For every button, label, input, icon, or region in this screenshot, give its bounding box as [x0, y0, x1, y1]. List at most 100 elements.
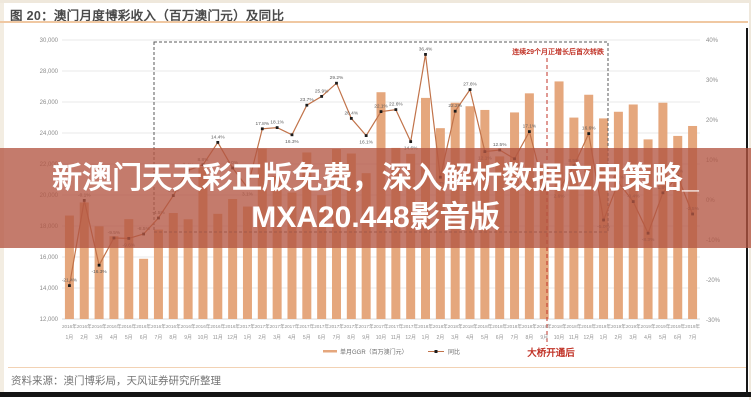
yoy-marker [364, 134, 368, 137]
yoy-point-label: 16.3% [285, 139, 299, 145]
x-tick-month: 5月 [659, 335, 667, 341]
x-tick-year: 2018年 [448, 323, 463, 330]
x-tick-year: 2018年 [537, 323, 552, 330]
bridge-note-label: 大桥开通后 [527, 347, 575, 359]
x-tick-year: 2017年 [329, 323, 344, 330]
ggr-bar [79, 202, 89, 319]
x-tick-year: 2016年 [225, 323, 240, 330]
yoy-point-label: 18.1% [270, 120, 284, 126]
x-tick-month: 10月 [554, 335, 565, 341]
yoy-marker [527, 130, 531, 133]
yoy-point-label: 36.4% [419, 46, 433, 52]
x-tick-year: 2016年 [107, 323, 122, 330]
x-tick-year: 2018年 [566, 323, 581, 330]
ggr-bar [228, 198, 238, 319]
x-tick-month: 5月 [125, 335, 133, 341]
x-tick-year: 2018年 [522, 323, 537, 330]
x-tick-month: 5月 [481, 335, 489, 341]
x-tick-month: 2月 [80, 335, 88, 341]
x-tick-year: 2018年 [581, 323, 596, 330]
yoy-marker [290, 133, 294, 137]
title-underline [0, 21, 748, 23]
x-tick-month: 6月 [496, 335, 504, 341]
x-tick-year: 2017年 [314, 323, 329, 330]
x-tick-month: 1月 [600, 335, 608, 341]
x-tick-month: 8月 [525, 335, 533, 341]
x-tick-year: 2019年 [670, 323, 685, 330]
right-axis-tick: 20% [706, 118, 719, 124]
left-axis-tick: 14,000 [40, 286, 59, 292]
x-tick-year: 2017年 [255, 323, 270, 330]
watermark-banner: 新澳门天天彩正版免费，深入解析数据应用策略_ MXA20.448影音版 [0, 148, 751, 248]
ggr-bar [183, 219, 193, 319]
yoy-point-label: 27.6% [463, 82, 477, 88]
x-tick-month: 3月 [629, 335, 637, 341]
page-bottom-border [0, 392, 751, 397]
x-tick-year: 2019年 [655, 323, 670, 330]
ggr-bar [124, 219, 134, 319]
figure-title: 图 20：澳门月度博彩收入（百万澳门元）及同比 [10, 9, 285, 23]
x-tick-month: 4月 [110, 335, 118, 341]
x-tick-month: 11月 [569, 335, 579, 341]
source-note: 资料来源：澳门博彩局，天风证券研究所整理 [11, 375, 221, 387]
x-tick-month: 10月 [198, 335, 209, 341]
x-tick-month: 4月 [466, 335, 474, 341]
x-tick-year: 2017年 [270, 323, 285, 330]
x-tick-month: 7月 [333, 335, 341, 341]
x-tick-month: 7月 [155, 335, 163, 341]
yoy-point-label: 17.8% [255, 121, 269, 127]
x-tick-year: 2017年 [285, 323, 300, 330]
yoy-point-label: 14.4% [211, 134, 225, 140]
x-tick-month: 2月 [436, 335, 444, 341]
left-axis-tick: 30,000 [40, 38, 59, 44]
yoy-point-label: 16.6% [582, 126, 596, 132]
x-tick-year: 2018年 [507, 323, 522, 330]
x-tick-year: 2017年 [299, 323, 314, 330]
yoy-marker [216, 141, 220, 144]
x-tick-year: 2017年 [240, 323, 255, 330]
ggr-bar [139, 258, 149, 319]
yoy-marker [68, 284, 71, 287]
x-tick-month: 2月 [258, 335, 266, 341]
yoy-point-label: 22.6% [389, 102, 403, 108]
ggr-bar [317, 195, 327, 319]
x-tick-month: 6月 [140, 335, 148, 341]
x-tick-year: 2018年 [492, 323, 507, 330]
x-tick-year: 2017年 [388, 323, 403, 330]
x-tick-year: 2017年 [374, 323, 389, 330]
x-tick-month: 1月 [422, 335, 430, 341]
yoy-point-label: -21.4% [62, 278, 78, 284]
left-axis-tick: 16,000 [40, 255, 59, 261]
yoy-marker [394, 108, 398, 111]
yoy-point-label: 12.5% [493, 142, 507, 148]
yoy-point-label: 23.7% [300, 97, 314, 103]
x-tick-year: 2016年 [196, 323, 211, 330]
x-tick-month: 3月 [95, 335, 103, 341]
right-axis-tick: 40% [706, 38, 719, 44]
x-tick-month: 1月 [244, 335, 252, 341]
x-tick-month: 2月 [615, 335, 623, 341]
yoy-marker [349, 117, 353, 120]
x-tick-year: 2016年 [166, 323, 181, 330]
yoy-point-label: 17.1% [523, 124, 537, 130]
yoy-point-label: 22.1% [374, 104, 388, 110]
right-axis-tick: -20% [706, 278, 721, 284]
x-tick-month: 9月 [540, 335, 548, 341]
yoy-point-label: -16.3% [91, 269, 107, 275]
watermark-text-line2: MXA20.448影音版 [251, 201, 500, 234]
x-tick-month: 5月 [303, 335, 311, 341]
x-tick-month: 6月 [674, 335, 682, 341]
x-tick-year: 2018年 [477, 323, 492, 330]
x-tick-month: 4月 [644, 335, 652, 341]
yoy-marker [260, 127, 264, 131]
watermark-text-line1: 新澳门天天彩正版免费，深入解析数据应用策略_ [52, 162, 699, 195]
yoy-marker [335, 81, 338, 85]
x-tick-year: 2017年 [359, 323, 374, 330]
ggr-bar [153, 229, 163, 319]
x-tick-year: 2019年 [596, 323, 611, 330]
left-axis-tick: 24,000 [40, 131, 59, 137]
yoy-marker [424, 53, 427, 56]
legend-bar-label: 单月GGR（百万澳门元） [340, 348, 408, 356]
legend-line-label: 同比 [448, 348, 460, 356]
x-tick-year: 2017年 [344, 323, 359, 330]
